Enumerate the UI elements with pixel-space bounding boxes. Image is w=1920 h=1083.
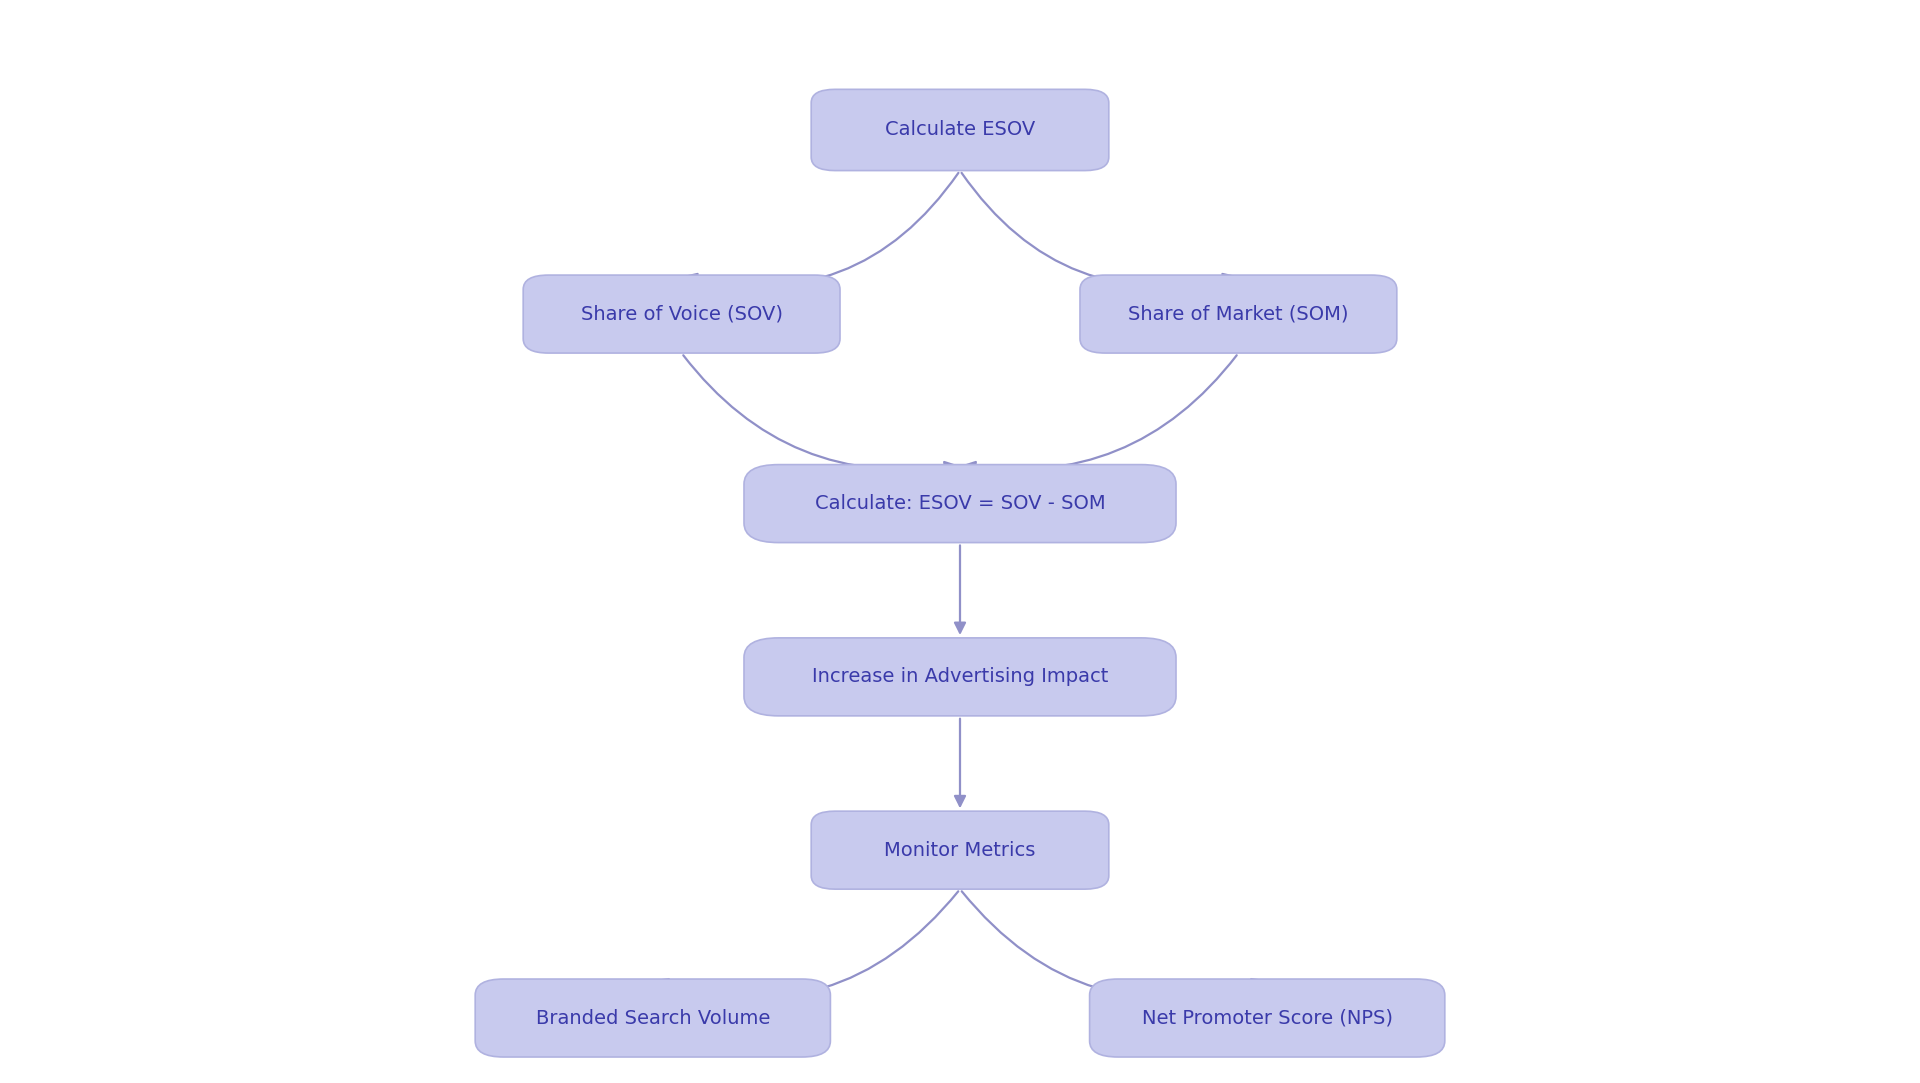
Text: Calculate: ESOV = SOV - SOM: Calculate: ESOV = SOV - SOM — [814, 494, 1106, 513]
Text: Calculate ESOV: Calculate ESOV — [885, 120, 1035, 140]
FancyBboxPatch shape — [810, 811, 1110, 889]
FancyBboxPatch shape — [810, 90, 1110, 170]
Text: Share of Market (SOM): Share of Market (SOM) — [1129, 304, 1348, 324]
FancyBboxPatch shape — [1079, 275, 1398, 353]
FancyBboxPatch shape — [522, 275, 841, 353]
Text: Net Promoter Score (NPS): Net Promoter Score (NPS) — [1142, 1008, 1392, 1028]
FancyBboxPatch shape — [1089, 979, 1444, 1057]
FancyBboxPatch shape — [745, 465, 1175, 543]
Text: Increase in Advertising Impact: Increase in Advertising Impact — [812, 667, 1108, 687]
Text: Branded Search Volume: Branded Search Volume — [536, 1008, 770, 1028]
FancyBboxPatch shape — [476, 979, 829, 1057]
Text: Monitor Metrics: Monitor Metrics — [885, 840, 1035, 860]
FancyBboxPatch shape — [745, 638, 1175, 716]
Text: Share of Voice (SOV): Share of Voice (SOV) — [580, 304, 783, 324]
